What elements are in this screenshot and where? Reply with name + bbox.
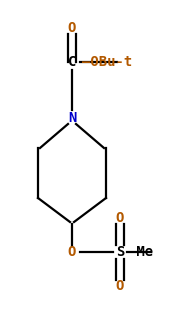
Text: —OBu-t: —OBu-t [82, 55, 132, 69]
Text: O: O [68, 245, 76, 259]
Text: —Me: —Me [128, 245, 153, 259]
Text: O: O [116, 279, 124, 293]
Text: O: O [68, 21, 76, 35]
Text: O: O [116, 211, 124, 225]
Text: C: C [68, 55, 76, 69]
Text: N: N [68, 111, 76, 125]
Text: S: S [116, 245, 124, 259]
